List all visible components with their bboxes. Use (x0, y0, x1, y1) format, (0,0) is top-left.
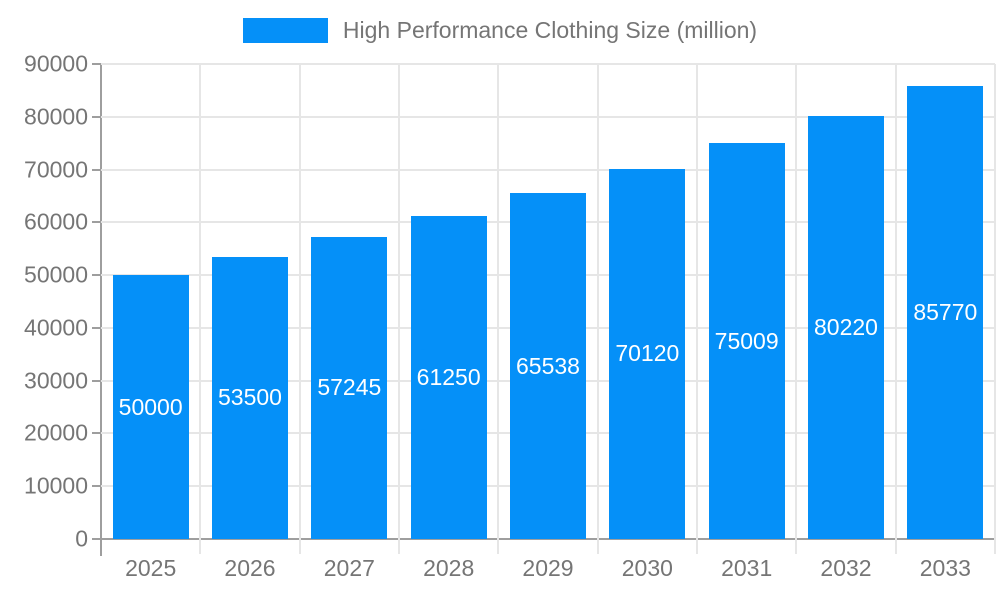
y-axis-tick-label: 40000 (24, 314, 88, 341)
bar-value-label: 57245 (317, 374, 382, 401)
x-gridline (398, 64, 400, 539)
x-axis-category-label: 2031 (721, 555, 773, 581)
x-gridline (696, 64, 698, 539)
bar-2029[interactable]: 65538 (510, 193, 586, 539)
bar-2028[interactable]: 61250 (410, 215, 487, 539)
y-gridline (101, 115, 995, 118)
x-axis-tick-mark (696, 539, 698, 554)
y-axis-tick-label: 60000 (24, 208, 88, 235)
y-axis-tick-label: 80000 (24, 103, 88, 130)
x-axis-category-label: 2029 (522, 555, 574, 581)
x-axis-tick-mark (894, 539, 897, 554)
y-gridline (101, 168, 995, 171)
y-axis-tick-label: 0 (75, 525, 88, 552)
y-axis-tick-label: 30000 (24, 367, 88, 394)
y-axis-tick-mark (92, 538, 101, 540)
x-axis-tick-mark (994, 539, 996, 554)
x-axis-tick-mark (199, 539, 202, 554)
y-axis-line (100, 64, 102, 556)
y-axis-tick-label: 90000 (24, 50, 88, 77)
legend-label: High Performance Clothing Size (million) (342, 17, 758, 43)
x-gridline (298, 64, 301, 539)
x-gridline (199, 64, 202, 539)
bar-2032[interactable]: 80220 (808, 115, 884, 539)
chart-legend[interactable]: High Performance Clothing Size (million) (0, 17, 1000, 44)
x-axis-tick-mark (398, 539, 400, 554)
bar-value-label: 80220 (814, 313, 878, 340)
x-axis-tick-mark (795, 539, 798, 554)
x-gridline (497, 64, 500, 539)
x-axis-tick-mark (596, 539, 599, 554)
bar-value-label: 53500 (218, 384, 282, 411)
y-axis-tick-mark (92, 379, 101, 382)
x-axis-category-label: 2025 (125, 555, 177, 581)
y-axis-tick-mark (92, 432, 101, 435)
x-axis-category-label: 2026 (224, 555, 276, 581)
y-axis-tick-label: 50000 (24, 261, 88, 288)
bar-2025[interactable]: 50000 (112, 275, 189, 539)
x-axis-tick-mark (298, 539, 301, 554)
x-axis-tick-mark (497, 539, 500, 554)
x-axis-category-label: 2033 (919, 555, 971, 581)
bar-value-label: 75009 (714, 327, 779, 354)
x-axis-category-label: 2032 (820, 555, 872, 581)
bar-value-label: 70120 (615, 340, 680, 367)
y-axis-tick-label: 20000 (24, 419, 88, 446)
bar-2030[interactable]: 70120 (609, 168, 686, 539)
x-gridline (994, 64, 996, 539)
x-axis-line (92, 538, 995, 540)
x-axis-category-label: 2028 (423, 555, 475, 581)
y-axis-tick-mark (92, 115, 101, 118)
y-axis-tick-mark (92, 63, 101, 65)
legend-swatch-icon (242, 18, 328, 43)
bar-2026[interactable]: 53500 (212, 256, 288, 539)
bar-2027[interactable]: 57245 (311, 236, 388, 539)
y-axis-tick-mark (92, 221, 101, 224)
y-axis-tick-label: 70000 (24, 156, 88, 183)
x-gridline (596, 64, 599, 539)
x-axis-category-label: 2027 (323, 555, 375, 581)
bar-value-label: 50000 (118, 393, 183, 420)
x-axis-category-label: 2030 (621, 555, 673, 581)
bar-2031[interactable]: 75009 (708, 143, 785, 539)
y-axis-tick-label: 10000 (24, 472, 88, 499)
bar-2033[interactable]: 85770 (907, 86, 984, 539)
y-gridline (101, 63, 995, 65)
x-gridline (894, 64, 897, 539)
bar-value-label: 85770 (913, 299, 978, 326)
bar-value-label: 61250 (416, 363, 481, 390)
plot-area: 0 10000 20000 30000 40000 50000 60000 70000 8000… (24, 51, 996, 581)
bar-value-label: 65538 (516, 352, 580, 379)
y-axis-tick-mark (92, 326, 101, 329)
x-gridline (795, 64, 798, 539)
y-axis-tick-mark (92, 168, 101, 171)
y-axis-tick-mark (92, 485, 101, 488)
y-axis-tick-mark (92, 274, 101, 277)
